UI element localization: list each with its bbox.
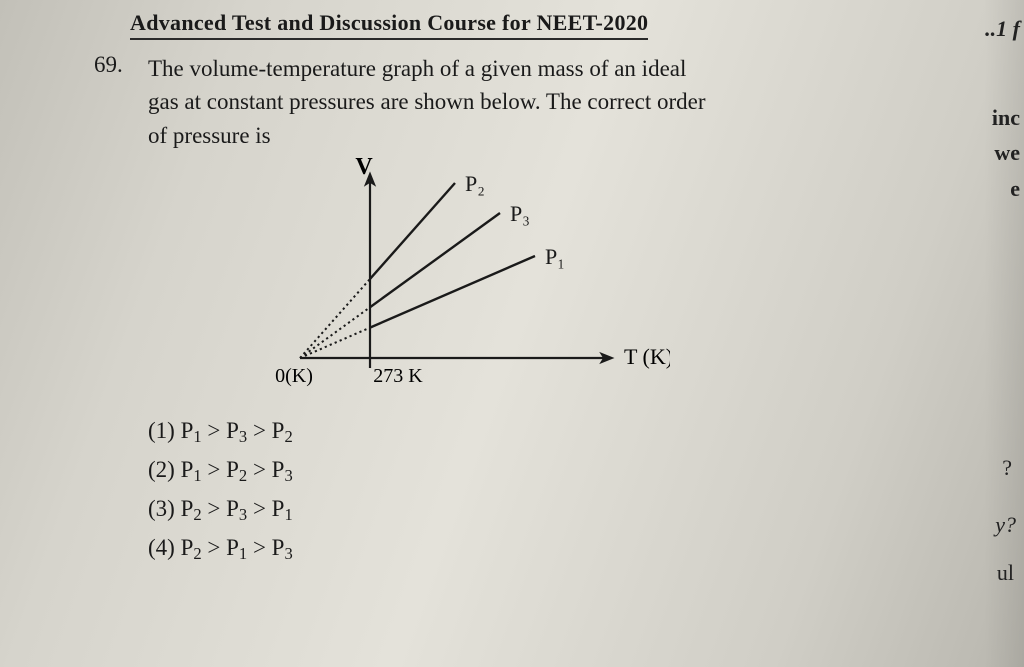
edge-fragment: ? bbox=[1002, 455, 1012, 481]
svg-text:P₃: P₃ bbox=[510, 201, 530, 226]
svg-text:P₁: P₁ bbox=[545, 244, 565, 269]
option-number: (4) bbox=[148, 535, 175, 560]
option-text: P2 > P1 > P3 bbox=[181, 535, 293, 560]
question-text: The volume-temperature graph of a given … bbox=[148, 52, 708, 152]
edge-fragment: we bbox=[994, 140, 1020, 166]
course-header: Advanced Test and Discussion Course for … bbox=[130, 10, 648, 40]
option-number: (3) bbox=[148, 496, 175, 521]
answer-option[interactable]: (2) P1 > P2 > P3 bbox=[148, 457, 984, 486]
options-list: (1) P1 > P3 > P2(2) P1 > P2 > P3(3) P2 >… bbox=[148, 418, 984, 565]
option-text: P1 > P3 > P2 bbox=[181, 418, 293, 443]
answer-option[interactable]: (4) P2 > P1 > P3 bbox=[148, 535, 984, 564]
edge-fragment: inc bbox=[992, 105, 1020, 131]
answer-option[interactable]: (1) P1 > P3 > P2 bbox=[148, 418, 984, 447]
option-number: (2) bbox=[148, 457, 175, 482]
svg-text:P₂: P₂ bbox=[465, 171, 485, 196]
question-number: 69. bbox=[94, 52, 134, 152]
graph-svg: P₂ P₃ P₁ V T (K) 0(K) 273 K bbox=[190, 158, 670, 408]
svg-text:0(K): 0(K) bbox=[275, 365, 313, 387]
edge-fragment: y? bbox=[995, 512, 1016, 538]
svg-text:V: V bbox=[355, 158, 373, 180]
page-root: Advanced Test and Discussion Course for … bbox=[0, 0, 1024, 585]
edge-fragment: ..1 f bbox=[985, 16, 1020, 42]
svg-text:T (K): T (K) bbox=[624, 344, 670, 369]
edge-fragment: e bbox=[1010, 176, 1020, 202]
edge-fragment: ul bbox=[997, 560, 1014, 586]
option-number: (1) bbox=[148, 418, 175, 443]
option-text: P2 > P3 > P1 bbox=[181, 496, 293, 521]
answer-option[interactable]: (3) P2 > P3 > P1 bbox=[148, 496, 984, 525]
question-block: 69. The volume-temperature graph of a gi… bbox=[94, 52, 984, 152]
vt-graph: P₂ P₃ P₁ V T (K) 0(K) 273 K bbox=[190, 158, 670, 408]
svg-text:273 K: 273 K bbox=[373, 365, 423, 387]
option-text: P1 > P2 > P3 bbox=[181, 457, 293, 482]
